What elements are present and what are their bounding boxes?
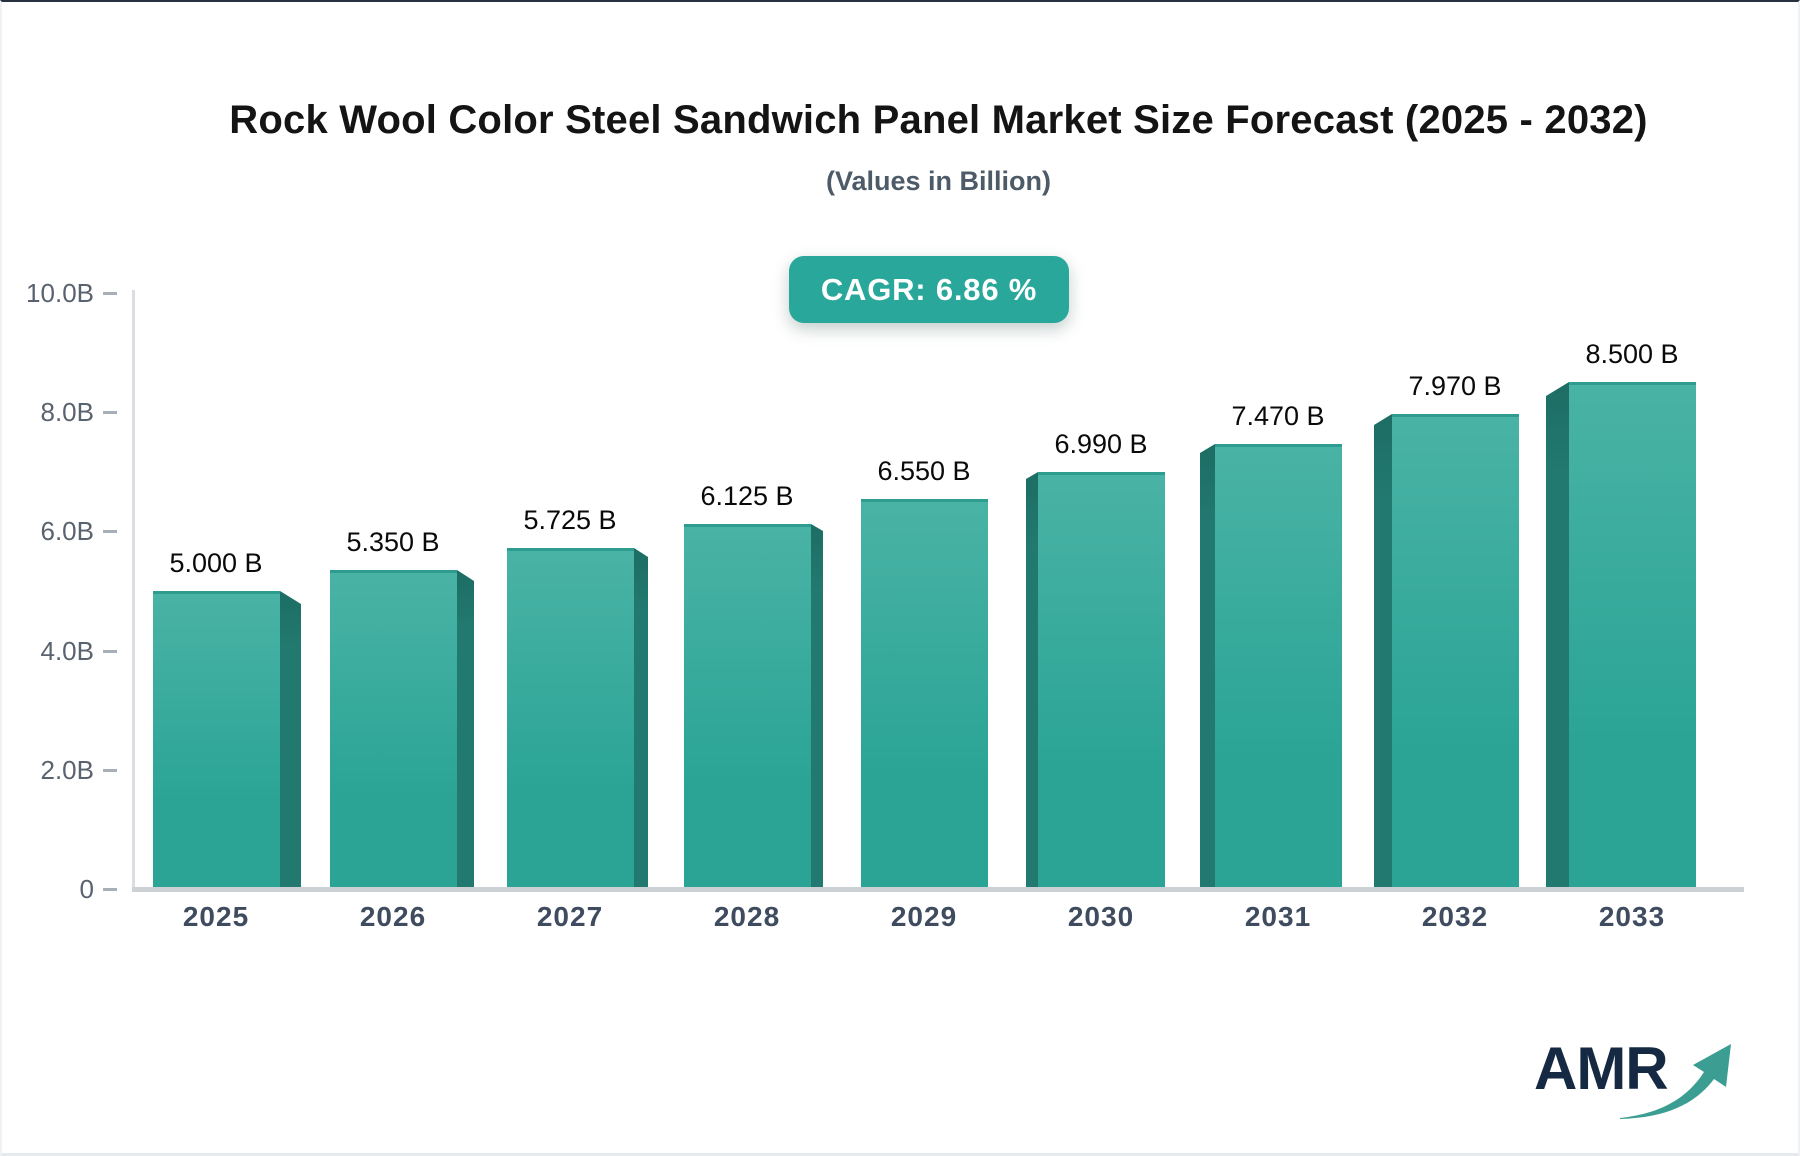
y-axis-tick-label: 0 [79, 874, 94, 904]
x-axis-label-2033: 2033 [1598, 901, 1666, 932]
x-axis-label-2032: 2032 [1421, 901, 1489, 932]
bar-side-2033 [1546, 382, 1569, 888]
bar-side-2032 [1374, 414, 1392, 888]
growth-arrow-icon [1620, 1044, 1731, 1119]
bar-value-label: 7.970 B [1408, 371, 1502, 401]
bar-side-2025 [280, 591, 301, 888]
y-axis-tick-mark [103, 530, 117, 534]
y-axis-tick-label: 8.0B [40, 397, 95, 428]
bar-value-label: 5.000 B [169, 548, 263, 578]
x-axis-label-2028: 2028 [713, 901, 781, 932]
bar-value-label: 5.350 B [346, 527, 440, 557]
y-axis-line [132, 290, 135, 891]
x-axis-label-2025: 2025 [182, 901, 250, 932]
bar-value-label: 7.470 B [1231, 401, 1325, 431]
bar-side-2031 [1200, 444, 1215, 888]
bar-side-2026 [457, 570, 474, 888]
y-axis-tick-mark [103, 888, 117, 891]
x-axis-label-2029: 2029 [890, 901, 958, 932]
x-axis-baseline [132, 887, 1744, 892]
chart-title: Rock Wool Color Steel Sandwich Panel Mar… [229, 98, 1648, 142]
chart-subtitle: (Values in Billion) [825, 166, 1052, 196]
bar-value-label: 6.990 B [1054, 429, 1148, 459]
bar-value-label: 8.500 B [1585, 339, 1679, 369]
bar-2032 [1392, 414, 1519, 888]
cagr-badge-label: CAGR: 6.86 % [820, 271, 1038, 307]
bar-value-label: 6.125 B [700, 481, 794, 511]
amr-logo: AMR [1526, 1028, 1746, 1128]
bar-2026 [330, 570, 457, 888]
bar-side-2028 [811, 524, 823, 888]
x-axis-label-2031: 2031 [1244, 901, 1312, 932]
bar-value-label: 6.550 B [877, 456, 971, 486]
y-axis-tick-label: 10.0B [26, 278, 94, 308]
bar-side-2030 [1026, 472, 1038, 888]
bar-2025 [153, 591, 280, 888]
y-axis-tick-label: 6.0B [40, 516, 95, 547]
y-axis-tick-label: 4.0B [40, 635, 95, 666]
x-axis-label-2027: 2027 [536, 901, 604, 932]
y-axis-tick-mark [103, 292, 117, 295]
bar-2029 [861, 499, 988, 888]
y-axis-tick-mark [103, 411, 117, 415]
x-axis-label-2030: 2030 [1067, 901, 1135, 932]
bar-2031 [1215, 444, 1342, 888]
x-axis-label-2026: 2026 [359, 901, 427, 932]
y-axis-tick-mark [103, 768, 117, 772]
bar-side-2027 [634, 548, 648, 888]
y-axis-tick-label: 2.0B [40, 754, 95, 785]
bar-2030 [1038, 472, 1165, 888]
amr-logo-text: AMR [1534, 1035, 1669, 1102]
bar-value-label: 5.725 B [523, 505, 617, 535]
bar-2028 [684, 524, 811, 888]
cagr-badge: CAGR: 6.86 % [789, 256, 1069, 323]
bar-2027 [507, 548, 634, 888]
y-axis-tick-mark [103, 649, 117, 653]
bar-2033 [1569, 382, 1696, 888]
